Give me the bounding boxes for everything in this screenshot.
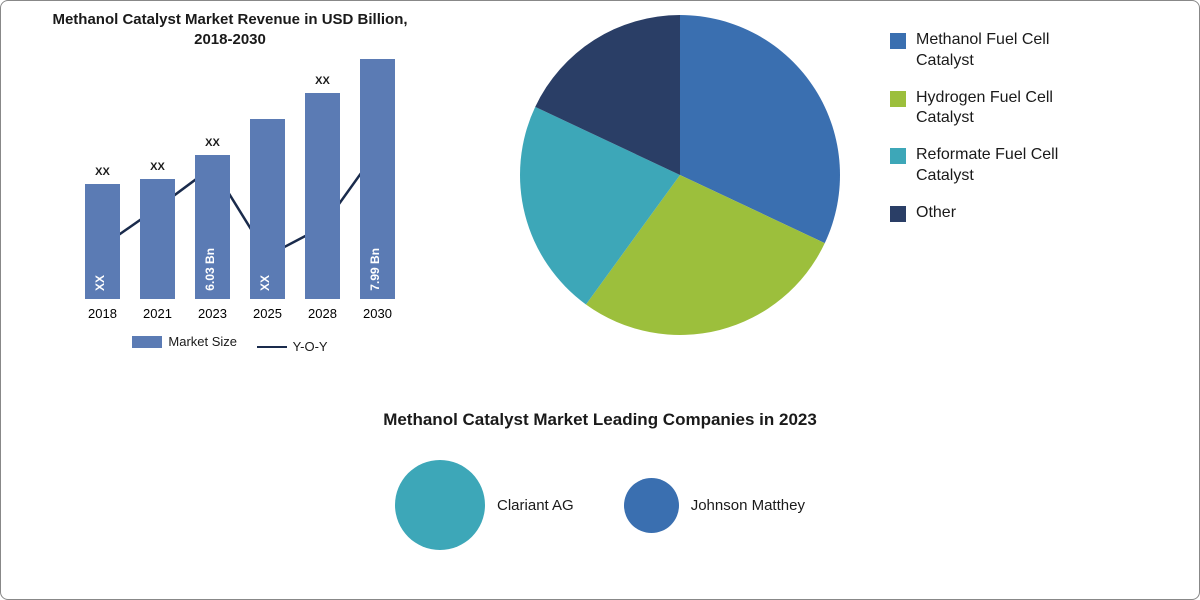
companies-section: Methanol Catalyst Market Leading Compani… — [0, 410, 1200, 550]
bar-group: XX — [140, 179, 175, 299]
bar: XX — [140, 179, 175, 299]
bar-top-label: XX — [315, 75, 330, 87]
legend-market-size-label: Market Size — [168, 334, 237, 349]
legend-market-size: Market Size — [132, 334, 237, 349]
bubbles-row: Clariant AG Johnson Matthey — [0, 460, 1200, 550]
pie-legend-item: Methanol Fuel Cell Catalyst — [890, 30, 1090, 72]
x-axis-label: 2030 — [363, 306, 392, 321]
bar-top-label: XX — [205, 137, 220, 149]
bar-group: XXXX — [85, 184, 120, 299]
company-bubble-item: Clariant AG — [395, 460, 574, 550]
pie-legend-item: Hydrogen Fuel Cell Catalyst — [890, 88, 1090, 130]
legend-yoy: Y-O-Y — [257, 339, 328, 354]
bar-inner-label: 6.03 Bn — [203, 248, 217, 291]
legend-swatch-icon — [890, 148, 906, 164]
bar-chart-legend: Market Size Y-O-Y — [40, 334, 420, 354]
x-axis-label: 2025 — [253, 306, 282, 321]
bar: XX6.03 Bn — [195, 155, 230, 299]
legend-swatch-icon — [890, 33, 906, 49]
bar-chart: Methanol Catalyst Market Revenue in USD … — [40, 10, 420, 390]
bar: XXXX — [85, 184, 120, 299]
legend-yoy-label: Y-O-Y — [293, 339, 328, 354]
bar: XX — [250, 119, 285, 299]
pie-legend-label: Hydrogen Fuel Cell Catalyst — [916, 88, 1090, 130]
companies-title: Methanol Catalyst Market Leading Compani… — [0, 410, 1200, 430]
bar-chart-title: Methanol Catalyst Market Revenue in USD … — [40, 10, 420, 49]
pie-legend-item: Other — [890, 203, 1090, 224]
bar: 7.99 Bn — [360, 59, 395, 299]
bar: XX — [305, 93, 340, 299]
company-label: Johnson Matthey — [691, 497, 805, 514]
pie-legend-label: Methanol Fuel Cell Catalyst — [916, 30, 1090, 72]
bar-group: XX — [305, 93, 340, 299]
bar-top-label: XX — [150, 161, 165, 173]
bar-inner-label: XX — [93, 275, 107, 291]
company-bubble — [395, 460, 485, 550]
company-bubble-item: Johnson Matthey — [624, 478, 805, 533]
pie-chart: Methanol Fuel Cell Catalyst Hydrogen Fuel… — [500, 0, 1180, 380]
bar-chart-area: XXXX2018XX2021XX6.03 Bn2023XX2025XX20287… — [60, 59, 400, 299]
bar-inner-label: 7.99 Bn — [368, 248, 382, 291]
company-label: Clariant AG — [497, 497, 574, 514]
pie-legend-item: Reformate Fuel Cell Catalyst — [890, 145, 1090, 187]
legend-line-icon — [257, 346, 287, 348]
company-bubble — [624, 478, 679, 533]
bar-group: 7.99 Bn — [360, 59, 395, 299]
x-axis-label: 2023 — [198, 306, 227, 321]
pie-chart-svg — [500, 0, 870, 360]
pie-legend-label: Other — [916, 203, 956, 224]
x-axis-label: 2028 — [308, 306, 337, 321]
pie-legend: Methanol Fuel Cell Catalyst Hydrogen Fuel… — [890, 30, 1090, 240]
legend-box-icon — [132, 336, 162, 348]
bar-group: XX6.03 Bn — [195, 155, 230, 299]
legend-swatch-icon — [890, 91, 906, 107]
bar-inner-label: XX — [258, 275, 272, 291]
pie-legend-label: Reformate Fuel Cell Catalyst — [916, 145, 1090, 187]
x-axis-label: 2018 — [88, 306, 117, 321]
legend-swatch-icon — [890, 206, 906, 222]
bar-group: XX — [250, 119, 285, 299]
bar-top-label: XX — [95, 166, 110, 178]
x-axis-label: 2021 — [143, 306, 172, 321]
